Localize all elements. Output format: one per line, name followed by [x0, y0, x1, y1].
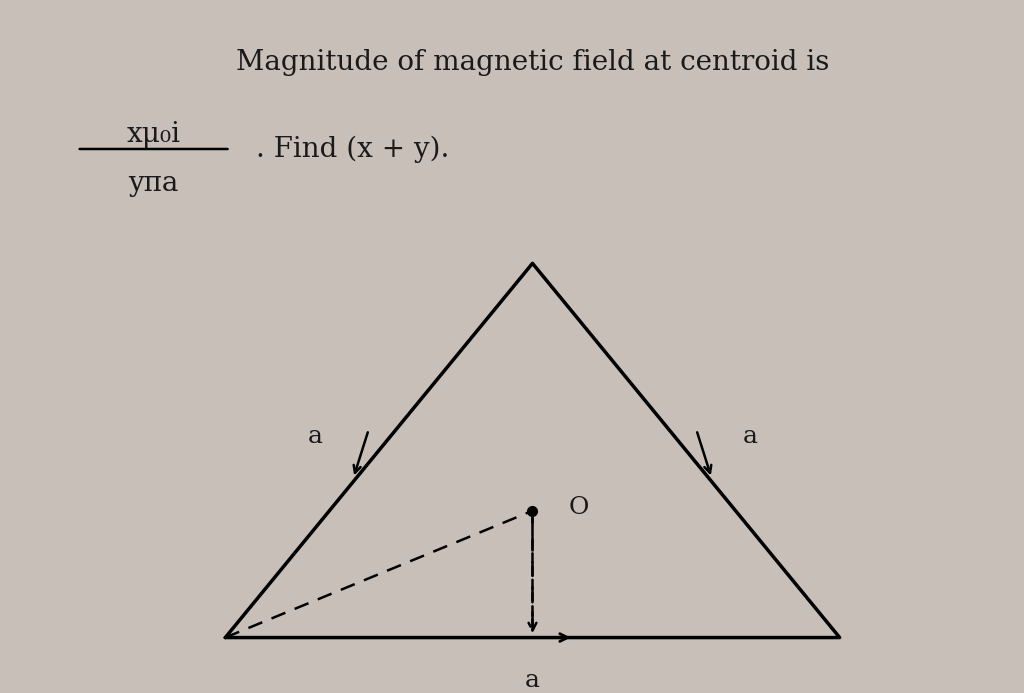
Text: a: a: [307, 425, 323, 448]
Text: xμ₀i: xμ₀i: [127, 121, 180, 148]
Text: a: a: [525, 669, 540, 692]
Text: O: O: [568, 495, 589, 519]
Text: Magnitude of magnetic field at centroid is: Magnitude of magnetic field at centroid …: [236, 49, 829, 76]
Text: yπa: yπa: [128, 170, 179, 197]
Text: . Find (x + y).: . Find (x + y).: [256, 135, 450, 163]
Text: a: a: [742, 425, 758, 448]
